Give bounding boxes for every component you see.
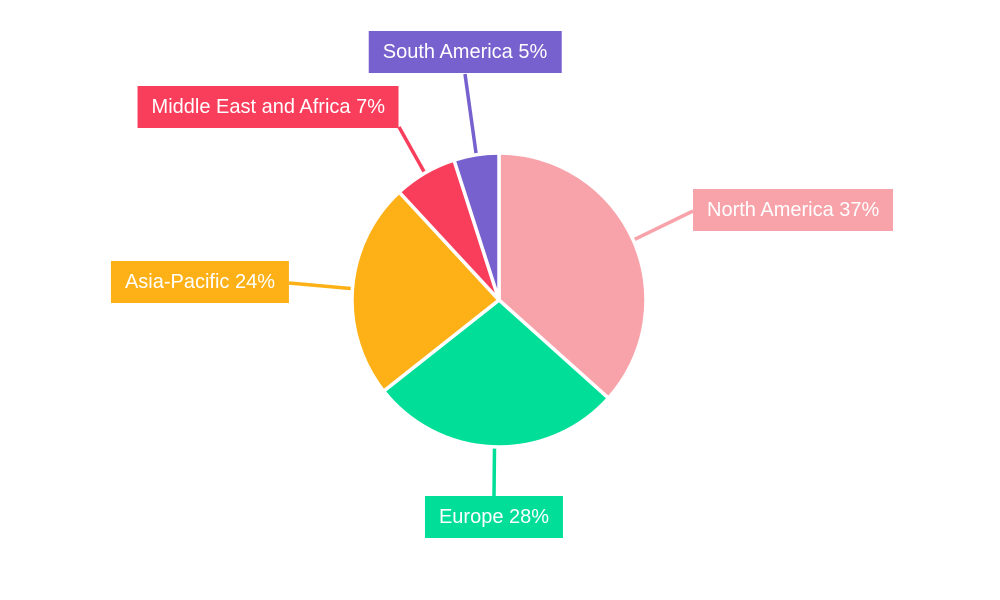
leader-line-middle-east-and-africa [397, 126, 427, 175]
leader-line-south-america [463, 73, 479, 157]
callout-label-middle-east-and-africa: Middle East and Africa 7% [137, 86, 399, 128]
pie-slice-europe[interactable] [381, 298, 611, 449]
callout-label-europe: Europe 28% [424, 496, 564, 538]
pie-slice-asia-pacific[interactable] [350, 190, 501, 393]
callout-label-asia-pacific: Asia-Pacific 24% [110, 261, 289, 303]
leader-line-asia-pacific [288, 281, 354, 291]
leader-line-north-america [631, 209, 694, 243]
callout-label-north-america: North America 37% [693, 189, 894, 231]
callout-label-south-america: South America 5% [368, 31, 562, 73]
leader-line-europe [492, 445, 497, 497]
pie-slice-north-america[interactable] [497, 151, 648, 400]
pie-slice-south-america[interactable] [452, 151, 501, 302]
